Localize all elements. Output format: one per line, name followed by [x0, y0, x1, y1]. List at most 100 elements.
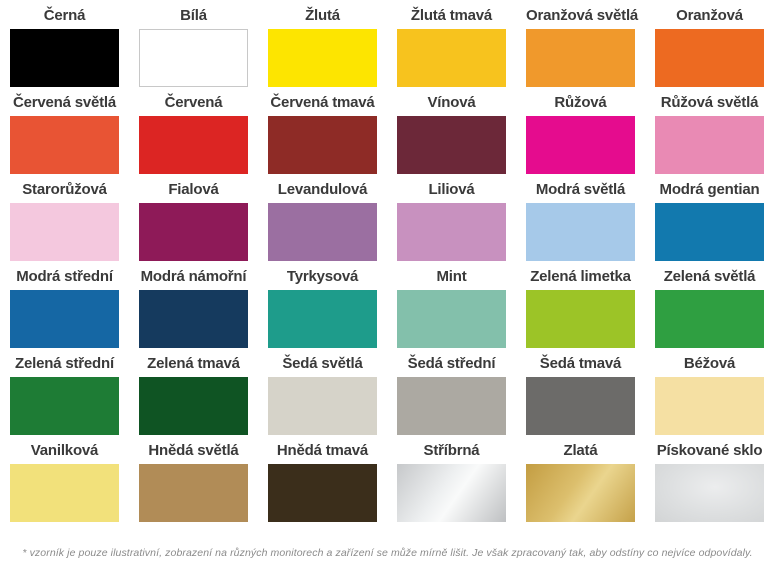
swatch-label: Modrá gentian: [659, 181, 760, 198]
color-swatch: [268, 377, 377, 435]
swatch-label: Levandulová: [277, 181, 368, 198]
color-swatch: [526, 377, 635, 435]
color-swatch: [526, 116, 635, 174]
color-swatch: [139, 377, 248, 435]
color-swatch: [526, 464, 635, 522]
color-swatch: [268, 290, 377, 348]
swatch-label: Oranžová světlá: [526, 7, 639, 24]
color-swatch: [655, 377, 764, 435]
swatch-label: Červená: [164, 94, 223, 111]
palette-grid: Černá Bílá Žlutá Žlutá tmavá Oranžová sv…: [10, 6, 764, 522]
swatch-cell: Vínová: [397, 93, 506, 174]
color-swatch: [268, 464, 377, 522]
color-swatch: [139, 290, 248, 348]
color-swatch: [10, 464, 119, 522]
swatch-label: Mint: [436, 268, 467, 285]
color-swatch: [397, 29, 506, 87]
swatch-label: Stříbrná: [423, 442, 480, 459]
color-swatch: [139, 464, 248, 522]
swatch-cell: Zelená tmavá: [139, 354, 248, 435]
swatch-cell: Vanilková: [10, 441, 119, 522]
color-swatch: [397, 290, 506, 348]
swatch-label: Starorůžová: [22, 181, 107, 198]
color-swatch: [655, 464, 764, 522]
swatch-cell: Zelená limetka: [526, 267, 635, 348]
swatch-label: Zelená limetka: [530, 268, 631, 285]
swatch-cell: Žlutá tmavá: [397, 6, 506, 87]
color-swatch: [268, 116, 377, 174]
swatch-cell: Oranžová: [655, 6, 764, 87]
swatch-cell: Modrá gentian: [655, 180, 764, 261]
swatch-cell: Zlatá: [526, 441, 635, 522]
color-swatch: [139, 29, 248, 87]
color-swatch: [655, 116, 764, 174]
swatch-label: Zelená světlá: [663, 268, 756, 285]
swatch-label: Zlatá: [563, 442, 598, 459]
color-swatch: [10, 377, 119, 435]
swatch-label: Černá: [43, 7, 86, 24]
swatch-cell: Bílá: [139, 6, 248, 87]
color-swatch: [655, 290, 764, 348]
swatch-cell: Starorůžová: [10, 180, 119, 261]
swatch-cell: Růžová světlá: [655, 93, 764, 174]
swatch-label: Zelená střední: [15, 355, 114, 372]
swatch-label: Vanilková: [30, 442, 99, 459]
swatch-cell: Modrá námořní: [139, 267, 248, 348]
color-swatch: [526, 29, 635, 87]
swatch-label: Růžová: [554, 94, 607, 111]
color-swatch: [139, 203, 248, 261]
swatch-cell: Levandulová: [268, 180, 377, 261]
color-swatch: [397, 377, 506, 435]
swatch-cell: Šedá světlá: [268, 354, 377, 435]
swatch-cell: Tyrkysová: [268, 267, 377, 348]
swatch-cell: Černá: [10, 6, 119, 87]
color-swatch: [139, 116, 248, 174]
swatch-label: Modrá námořní: [140, 268, 247, 285]
swatch-label: Šedá světlá: [282, 355, 363, 372]
disclaimer-note: * vzorník je pouze ilustrativní, zobraze…: [22, 547, 753, 559]
color-swatch: [397, 203, 506, 261]
swatch-cell: Modrá světlá: [526, 180, 635, 261]
swatch-label: Žlutá: [305, 7, 340, 24]
swatch-cell: Oranžová světlá: [526, 6, 639, 87]
color-swatch: [10, 29, 119, 87]
swatch-cell: Mint: [397, 267, 506, 348]
swatch-label: Liliová: [428, 181, 475, 198]
swatch-label: Vínová: [427, 94, 476, 111]
swatch-cell: Liliová: [397, 180, 506, 261]
swatch-cell: Šedá střední: [397, 354, 506, 435]
color-swatch: [397, 464, 506, 522]
swatch-label: Hnědá tmavá: [276, 442, 369, 459]
color-swatch: [268, 29, 377, 87]
swatch-label: Šedá tmavá: [539, 355, 622, 372]
swatch-cell: Stříbrná: [397, 441, 506, 522]
swatch-cell: Žlutá: [268, 6, 377, 87]
swatch-cell: Červená: [139, 93, 248, 174]
color-swatch: [526, 203, 635, 261]
swatch-label: Růžová světlá: [660, 94, 759, 111]
swatch-cell: Červená světlá: [10, 93, 119, 174]
swatch-label: Modrá světlá: [535, 181, 626, 198]
color-swatch: [655, 203, 764, 261]
swatch-cell: Béžová: [655, 354, 764, 435]
swatch-label: Žlutá tmavá: [410, 7, 493, 24]
color-swatch: [655, 29, 764, 87]
color-swatch: [526, 290, 635, 348]
swatch-cell: Červená tmavá: [268, 93, 377, 174]
swatch-cell: Hnědá světlá: [139, 441, 248, 522]
color-swatch: [10, 290, 119, 348]
swatch-label: Modrá střední: [16, 268, 113, 285]
swatch-label: Červená tmavá: [270, 94, 375, 111]
swatch-label: Oranžová: [676, 7, 743, 24]
swatch-label: Červená světlá: [12, 94, 117, 111]
swatch-label: Šedá střední: [407, 355, 496, 372]
swatch-label: Bílá: [180, 7, 207, 24]
swatch-cell: Modrá střední: [10, 267, 119, 348]
swatch-label: Fialová: [168, 181, 219, 198]
swatch-cell: Pískované sklo: [655, 441, 764, 522]
swatch-label: Béžová: [683, 355, 736, 372]
color-swatch: [268, 203, 377, 261]
swatch-cell: Růžová: [526, 93, 635, 174]
swatch-label: Hnědá světlá: [148, 442, 239, 459]
